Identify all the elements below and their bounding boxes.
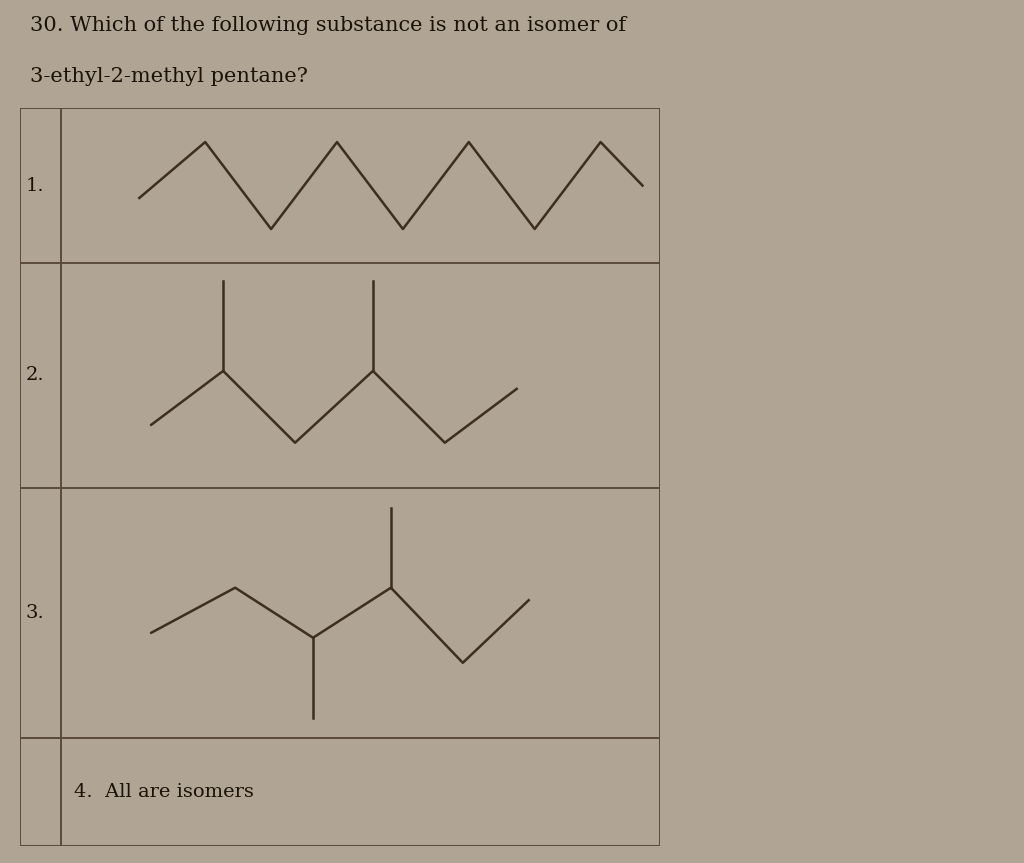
Text: 1.: 1. (26, 177, 44, 194)
Text: 3.: 3. (26, 604, 44, 621)
Text: 30. Which of the following substance is not an isomer of: 30. Which of the following substance is … (31, 16, 627, 35)
Text: 2.: 2. (26, 367, 44, 384)
Text: 4.  All are isomers: 4. All are isomers (74, 783, 254, 801)
Text: 3-ethyl-2-methyl pentane?: 3-ethyl-2-methyl pentane? (31, 67, 308, 86)
